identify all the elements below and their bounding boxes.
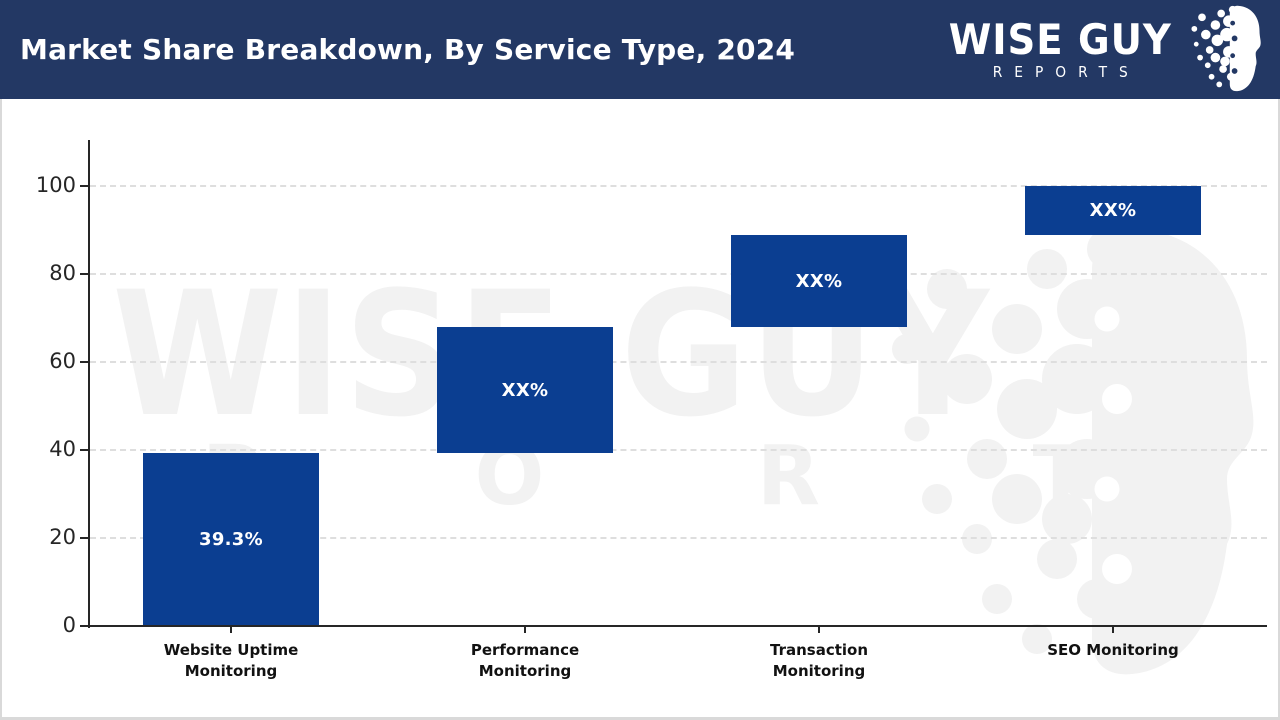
y-axis-tick [80, 273, 89, 276]
x-axis-tick [818, 626, 820, 633]
header-banner: Market Share Breakdown, By Service Type,… [0, 0, 1280, 99]
bar-value-label: XX% [795, 270, 843, 292]
bar-value-label: XX% [501, 379, 549, 401]
y-tick-label: 80 [49, 261, 76, 286]
bar: XX% [1025, 186, 1201, 235]
gridline [90, 185, 1267, 188]
bar-value-label: 39.3% [199, 529, 263, 551]
gridline [90, 273, 1267, 276]
y-tick-label: 100 [35, 173, 76, 198]
x-tick-label: Transaction Monitoring [672, 640, 966, 682]
x-tick-label-line: Monitoring [184, 662, 278, 680]
x-tick-label-line: SEO Monitoring [1047, 641, 1179, 659]
x-axis-spine [88, 625, 1267, 627]
y-tick-label: 0 [62, 613, 76, 637]
bar: 39.3% [143, 453, 319, 626]
x-axis-tick [524, 626, 526, 633]
gridline [90, 449, 1267, 452]
plot-area: 0 20 40 60 80 100 39.3% Website Uptime Monitorin… [36, 140, 1267, 680]
x-tick-label-line: Website Uptime [163, 641, 299, 659]
bar: XX% [731, 234, 907, 328]
x-tick-label: SEO Monitoring [966, 640, 1260, 661]
y-axis-tick [80, 537, 89, 540]
y-tick-label: 20 [49, 525, 76, 550]
bar: XX% [437, 327, 613, 454]
chart-canvas: WISE GUY P O R T S [0, 99, 1280, 720]
y-axis-tick [80, 185, 89, 188]
x-tick-label-line: Monitoring [478, 662, 572, 680]
y-axis-tick [80, 625, 89, 627]
wiseguy-logo-text: WISE GUY REPORTS [949, 14, 1173, 81]
gridline [90, 361, 1267, 364]
page-title: Market Share Breakdown, By Service Type,… [20, 33, 796, 66]
x-tick-label-line: Performance [470, 641, 580, 659]
x-axis-tick [230, 626, 232, 633]
wiseguy-logo-subtitle: REPORTS [993, 62, 1141, 81]
x-tick-label: Website Uptime Monitoring [84, 640, 378, 682]
wiseguy-face-logo-icon [1184, 2, 1266, 98]
y-tick-label: 60 [49, 349, 76, 374]
x-tick-label-line: Monitoring [772, 662, 866, 680]
y-axis-tick [80, 361, 89, 364]
y-axis-spine [88, 140, 90, 628]
gridline [90, 537, 1267, 540]
bar-value-label: XX% [1089, 200, 1137, 222]
y-tick-label: 40 [49, 437, 76, 462]
x-tick-label-line: Transaction [769, 641, 869, 659]
x-axis-tick [1112, 626, 1114, 633]
wiseguy-logo-wordmark: WISE GUY [949, 14, 1173, 64]
y-axis-tick [80, 449, 89, 452]
wiseguy-logo: WISE GUY REPORTS [939, 2, 1266, 98]
x-tick-label: Performance Monitoring [378, 640, 672, 682]
